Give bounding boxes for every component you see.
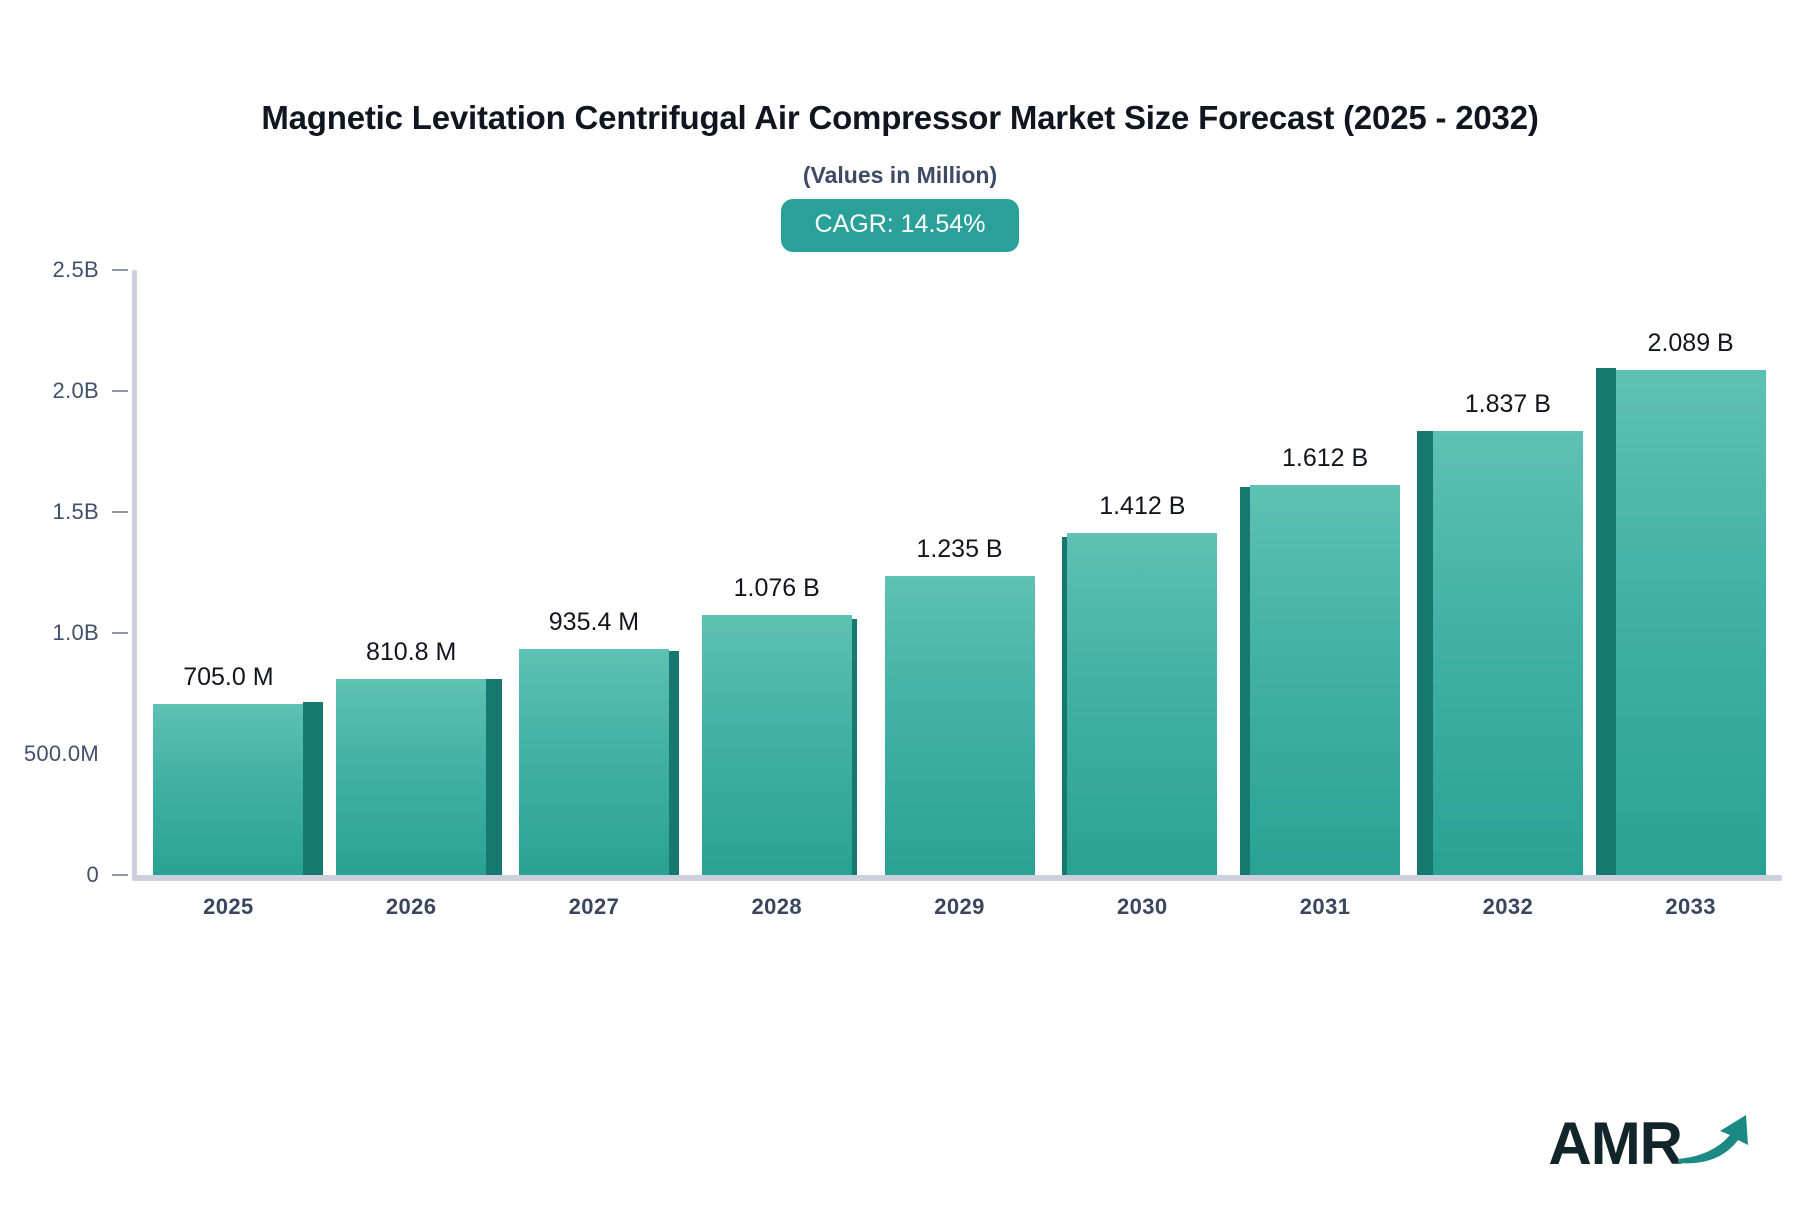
bar-slot: 2.089 B: [1595, 270, 1782, 876]
x-axis-tick-label: 2026: [385, 894, 437, 920]
x-axis-tick-label: 2029: [934, 894, 985, 920]
bar-value-label: 1.076 B: [733, 573, 820, 602]
bar-side-face: [1062, 537, 1068, 876]
amr-logo: AMR: [1548, 1107, 1754, 1174]
bar[interactable]: [1432, 430, 1583, 876]
bar-value-label: 1.837 B: [1464, 389, 1551, 418]
bar-group[interactable]: 810.8 M: [336, 638, 502, 876]
bar-slot: 1.612 B: [1234, 270, 1417, 876]
bar-group[interactable]: 1.837 B: [1417, 390, 1583, 876]
x-axis-tick-label: 2025: [203, 894, 254, 920]
y-axis-tick-label: 2.5B: [52, 257, 99, 283]
y-axis-tick-label: 1.0B: [52, 620, 99, 646]
x-axis: 2025 2026 2027 2028 2029 2030 2031 2032 2033: [137, 894, 1782, 920]
bar-slot: 1.235 B: [868, 270, 1051, 876]
x-axis-tick-label: 2033: [1665, 894, 1716, 920]
bar-side-face: [851, 618, 857, 876]
y-axis-line: [132, 270, 137, 881]
y-axis-tick-mark: [112, 632, 128, 635]
y-axis-tick-mark: [112, 390, 128, 393]
x-axis-tick-label: 2032: [1482, 894, 1534, 920]
bar-side-face: [486, 678, 502, 876]
bar-value-label: 1.235 B: [916, 535, 1003, 564]
y-axis-tick-mark: [112, 511, 128, 514]
bar-slot: 935.4 M: [503, 270, 686, 876]
chart-plot-area: 2.5B 2.0B 1.5B 1.0B 500.0M 0 705.0 M 810.8 M 93…: [0, 257, 1800, 970]
bar-slot: 1.837 B: [1416, 270, 1599, 876]
bar-slot: 810.8 M: [320, 270, 503, 876]
x-axis-tick-label: 2031: [1299, 894, 1351, 920]
bar-value-label: 1.612 B: [1281, 443, 1369, 472]
bar-group[interactable]: 705.0 M: [153, 663, 324, 876]
x-axis-tick-label: 2028: [751, 894, 802, 920]
bar-group[interactable]: 1.612 B: [1239, 444, 1401, 876]
bar-slot: 1.412 B: [1051, 270, 1234, 876]
bar-value-label: 2.089 B: [1647, 328, 1734, 357]
bar-group[interactable]: 1.412 B: [1062, 492, 1218, 876]
bar[interactable]: [701, 614, 852, 876]
y-axis: 2.5B 2.0B 1.5B 1.0B 500.0M 0: [0, 257, 132, 887]
bar-side-face: [1239, 486, 1251, 876]
bar-value-label: 1.412 B: [1099, 492, 1186, 521]
y-axis-tick-mark: [112, 269, 128, 272]
x-axis-tick-label: 2030: [1117, 894, 1168, 920]
bar-value-label: 705.0 M: [183, 663, 274, 692]
x-axis-tick-label: 2027: [568, 894, 620, 920]
y-axis-tick-label: 500.0M: [23, 741, 99, 767]
status-badge-cagr: CAGR: 14.54%: [780, 198, 1020, 253]
chart-subtitle: (Values in Million): [802, 161, 998, 188]
bar-value-label: 935.4 M: [548, 607, 640, 636]
bar[interactable]: [1615, 369, 1766, 876]
bar-side-face: [1595, 367, 1616, 876]
bar-side-face: [1417, 430, 1433, 876]
bar-side-face: [668, 650, 680, 876]
y-axis-tick-label: 0: [86, 862, 99, 888]
bar-group[interactable]: 2.089 B: [1595, 329, 1766, 876]
x-axis-line: [132, 875, 1782, 882]
logo-text: AMR: [1548, 1110, 1683, 1177]
page-title: Magnetic Levitation Centrifugal Air Comp…: [261, 99, 1539, 136]
bar[interactable]: [336, 678, 487, 876]
bar[interactable]: [1067, 533, 1218, 876]
bar-group[interactable]: 935.4 M: [518, 608, 680, 876]
y-axis-tick-label: 1.5B: [52, 499, 99, 525]
bar-slot: 705.0 M: [137, 270, 324, 876]
y-axis-tick-mark: [112, 753, 128, 755]
bar-group[interactable]: 1.076 B: [701, 574, 857, 876]
bar-series: 705.0 M 810.8 M 935.4 M 1.076 B 1.235 B 1.412…: [137, 270, 1782, 876]
bar-value-label: 810.8 M: [366, 637, 457, 666]
y-axis-tick-mark: [112, 874, 128, 877]
bar-slot: 1.076 B: [685, 270, 868, 876]
bar[interactable]: [884, 576, 1035, 876]
bar-group[interactable]: 1.235 B: [884, 535, 1035, 876]
growth-arrow-icon: [1676, 1107, 1754, 1172]
chart-header: Magnetic Levitation Centrifugal Air Comp…: [0, 0, 1800, 253]
bar[interactable]: [518, 648, 669, 876]
y-axis-tick-label: 2.0B: [52, 378, 99, 404]
bar-side-face: [303, 702, 324, 876]
cagr-badge-container: CAGR: 14.54%: [0, 198, 1800, 253]
bar[interactable]: [153, 704, 304, 876]
bar[interactable]: [1250, 484, 1401, 876]
